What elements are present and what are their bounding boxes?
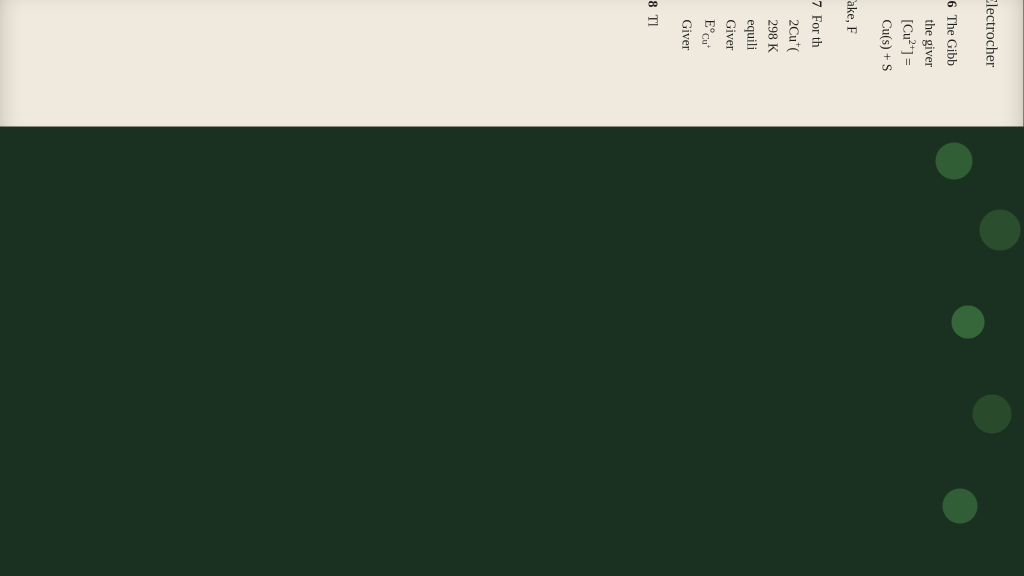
q66-line2: the giver [923, 20, 938, 68]
take-note: Take, F [841, 0, 862, 119]
q67-line7: Giver [680, 20, 695, 51]
q67-line1: For th [810, 15, 825, 48]
question-68: 68 Tl [640, 0, 662, 119]
q67-line5: Giver [724, 20, 739, 51]
question-67: 67 For th 2Cu+( 298 K equili Giver E°Cu+… [676, 0, 827, 119]
question-66: 66 The Gibb the giver [Cu2+] = Cu(s) + S [876, 0, 962, 119]
q68-line1: Tl [645, 15, 660, 27]
right-page: Electrocher 66 The Gibb the giver [Cu2+]… [0, 0, 1024, 127]
q66-line1: The Gibb [945, 15, 960, 66]
right-chapter-header: Electrocher [982, 0, 1000, 119]
q66-line3: [Cu2+] = [900, 20, 915, 66]
question-number: 67 [809, 0, 824, 8]
question-number: 68 [644, 0, 659, 8]
q66-line4: Cu(s) + S [879, 20, 894, 72]
q67-line4: equili [745, 20, 760, 51]
rotated-book-scene: Chapterwise Topicwise Chemistry 62 For t… [449, 0, 1024, 576]
open-book: Chapterwise Topicwise Chemistry 62 For t… [0, 0, 1024, 127]
q67-line6: E°Cu+ [703, 20, 718, 49]
question-number: 66 [944, 0, 959, 8]
q67-line3: 298 K [766, 20, 781, 53]
q67-line2: 2Cu+( [786, 20, 801, 53]
